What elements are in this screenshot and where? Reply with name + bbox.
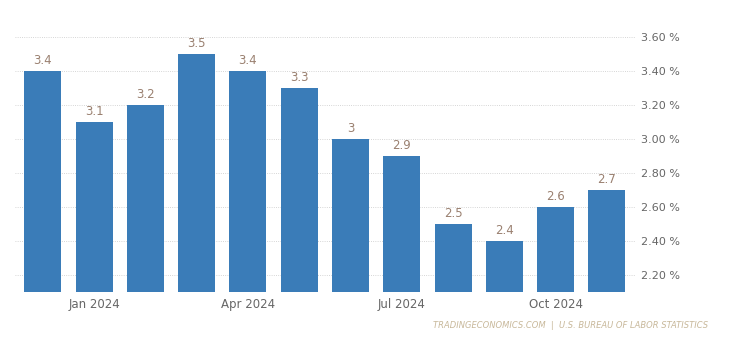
Text: 2.7: 2.7 xyxy=(598,173,616,186)
Bar xyxy=(76,122,112,340)
Text: TRADINGECONOMICS.COM  |  U.S. BUREAU OF LABOR STATISTICS: TRADINGECONOMICS.COM | U.S. BUREAU OF LA… xyxy=(433,321,708,330)
Text: 2.5: 2.5 xyxy=(444,207,462,220)
Bar xyxy=(537,207,574,340)
Bar xyxy=(281,88,318,340)
Text: 2.6: 2.6 xyxy=(546,190,565,203)
Bar xyxy=(588,190,626,340)
Text: 3.2: 3.2 xyxy=(136,88,155,101)
Bar xyxy=(332,139,369,340)
Text: 3: 3 xyxy=(347,122,354,135)
Text: 2.9: 2.9 xyxy=(393,139,411,152)
Text: 3.3: 3.3 xyxy=(290,71,309,84)
Bar xyxy=(24,71,61,340)
Text: 2.4: 2.4 xyxy=(495,224,514,237)
Bar xyxy=(127,105,164,340)
Bar xyxy=(486,241,523,340)
Bar xyxy=(229,71,266,340)
Text: 3.4: 3.4 xyxy=(34,54,52,67)
Bar xyxy=(434,224,472,340)
Text: 3.4: 3.4 xyxy=(239,54,257,67)
Text: 3.5: 3.5 xyxy=(188,37,206,50)
Bar xyxy=(383,156,420,340)
Text: 3.1: 3.1 xyxy=(85,105,104,118)
Bar xyxy=(178,54,215,340)
